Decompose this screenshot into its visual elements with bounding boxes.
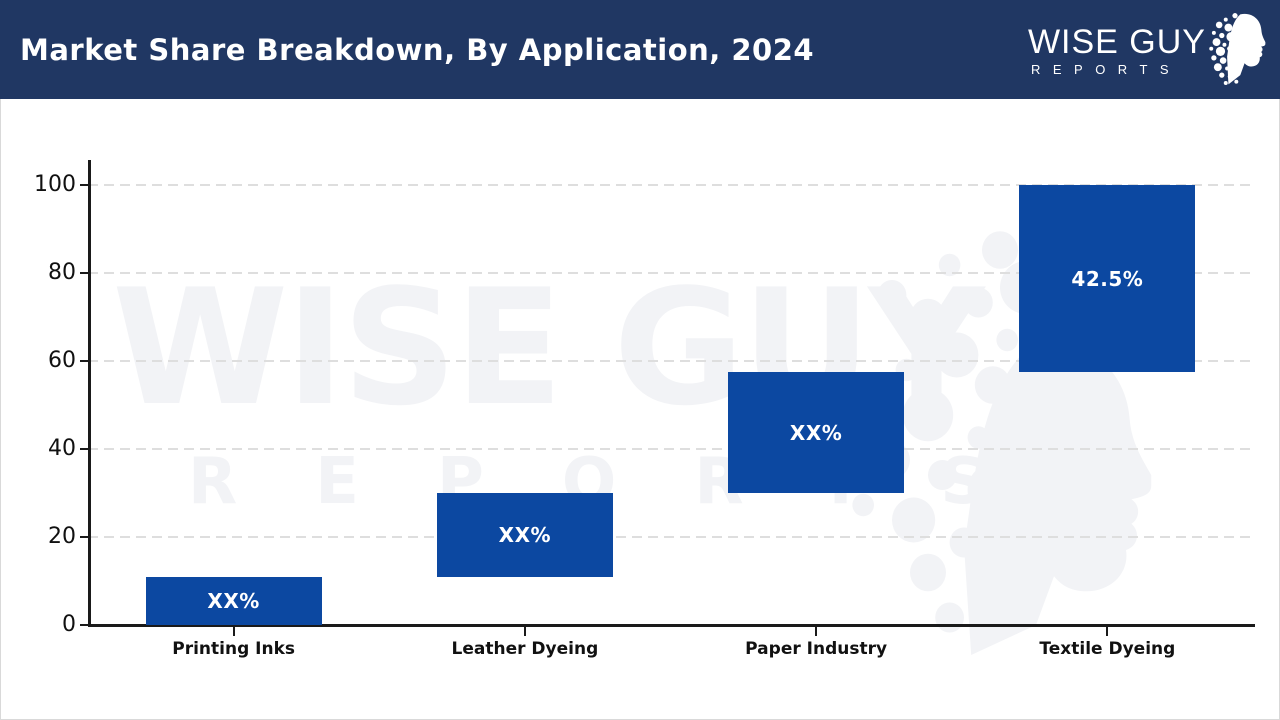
dotted-face-icon <box>1209 13 1266 85</box>
y-tick-label-100: 100 <box>34 172 76 197</box>
x-tick-3 <box>1106 627 1109 636</box>
bar-value-label: XX% <box>789 420 843 445</box>
x-tick-label-2: Paper Industry <box>745 639 888 659</box>
y-tick-label-80: 80 <box>48 260 76 285</box>
logo-wordmark: WISE GUY <box>1027 22 1206 61</box>
y-tick-20 <box>80 536 89 538</box>
gridline-20 <box>88 536 1253 538</box>
y-tick-label-40: 40 <box>48 436 76 461</box>
gridline-40 <box>88 448 1253 450</box>
x-tick-1 <box>523 627 526 636</box>
bar-paper-industry: XX% <box>728 372 905 493</box>
bar-value-label: XX% <box>207 588 260 613</box>
x-tick-label-1: Leather Dyeing <box>451 639 599 659</box>
bar-printing-inks: XX% <box>145 576 322 625</box>
header-bar: Market Share Breakdown, By Application, … <box>0 0 1280 99</box>
y-tick-40 <box>80 448 89 450</box>
y-axis-line <box>88 160 91 627</box>
y-tick-label-60: 60 <box>48 348 76 373</box>
bar-leather-dyeing: XX% <box>436 493 613 577</box>
x-tick-0 <box>232 627 235 636</box>
y-tick-0 <box>80 624 89 626</box>
y-tick-100 <box>80 184 89 186</box>
y-tick-label-20: 20 <box>48 524 76 549</box>
page-title: Market Share Breakdown, By Application, … <box>20 32 815 67</box>
x-tick-label-0: Printing Inks <box>172 639 296 659</box>
x-tick-label-3: Textile Dyeing <box>1039 639 1176 659</box>
gridline-80 <box>88 272 1253 274</box>
y-tick-60 <box>80 360 89 362</box>
gridline-60 <box>88 360 1253 362</box>
x-axis-line <box>88 624 1255 627</box>
gridline-100 <box>88 184 1253 186</box>
bar-textile-dyeing: 42.5% <box>1019 185 1196 372</box>
y-tick-80 <box>80 272 89 274</box>
y-tick-label-0: 0 <box>62 612 76 637</box>
logo-subtitle: REPORTS <box>1030 61 1182 77</box>
bar-value-label: XX% <box>498 522 552 547</box>
logo-text: WISE GUY REPORTS <box>1028 25 1206 76</box>
bar-value-label: 42.5% <box>1071 266 1144 291</box>
wise-guy-logo: WISE GUY REPORTS <box>1028 6 1268 94</box>
x-tick-2 <box>815 627 818 636</box>
